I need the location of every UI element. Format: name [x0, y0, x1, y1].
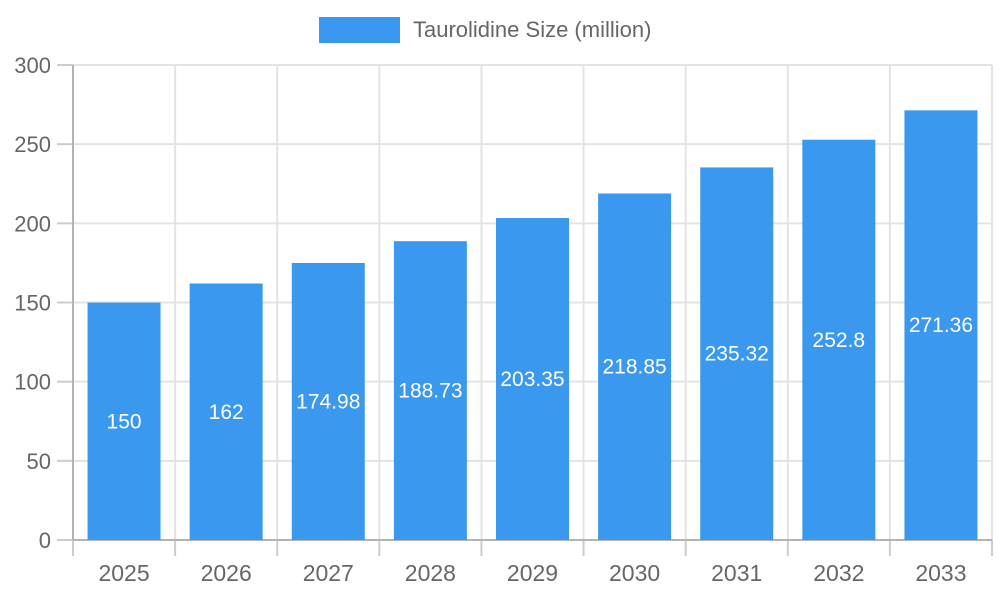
bar	[904, 110, 978, 540]
bar-value-label: 252.8	[813, 329, 866, 352]
y-tick-label: 250	[14, 132, 51, 157]
bar-value-label: 235.32	[705, 343, 769, 366]
bar	[189, 283, 263, 540]
legend-swatch-icon	[319, 17, 400, 43]
x-tick-label: 2026	[201, 560, 252, 586]
x-tick-label: 2025	[98, 560, 149, 586]
y-tick-label: 200	[14, 211, 51, 236]
x-tick-label: 2029	[507, 560, 558, 586]
x-tick-label: 2031	[711, 560, 762, 586]
bar	[802, 139, 876, 540]
bar	[496, 218, 569, 540]
x-tick-label: 2033	[915, 560, 966, 586]
bar	[598, 193, 672, 541]
bar	[393, 241, 467, 541]
bar-value-label: 150	[107, 410, 142, 433]
y-tick-label: 0	[39, 528, 51, 553]
bar-value-label: 162	[209, 401, 244, 424]
bar-value-label: 203.35	[500, 368, 564, 391]
bar-value-label: 188.73	[398, 380, 462, 403]
x-tick-label: 2028	[405, 560, 456, 586]
y-tick-label: 100	[14, 370, 51, 395]
x-tick-label: 2027	[303, 560, 354, 586]
legend-label: Taurolidine Size (million)	[413, 17, 652, 42]
y-tick-label: 150	[14, 291, 51, 316]
chart-legend[interactable]: Taurolidine Size (million)	[319, 17, 651, 43]
x-tick-label: 2030	[609, 560, 660, 586]
bar	[87, 302, 161, 540]
bar	[700, 167, 774, 540]
bar-value-label: 218.85	[602, 356, 666, 379]
y-tick-label: 50	[27, 449, 51, 474]
bar-value-label: 271.36	[909, 314, 973, 337]
y-tick-label: 300	[14, 53, 51, 78]
x-tick-label: 2032	[813, 560, 864, 586]
bar	[291, 262, 365, 540]
bar-value-label: 174.98	[296, 390, 360, 413]
